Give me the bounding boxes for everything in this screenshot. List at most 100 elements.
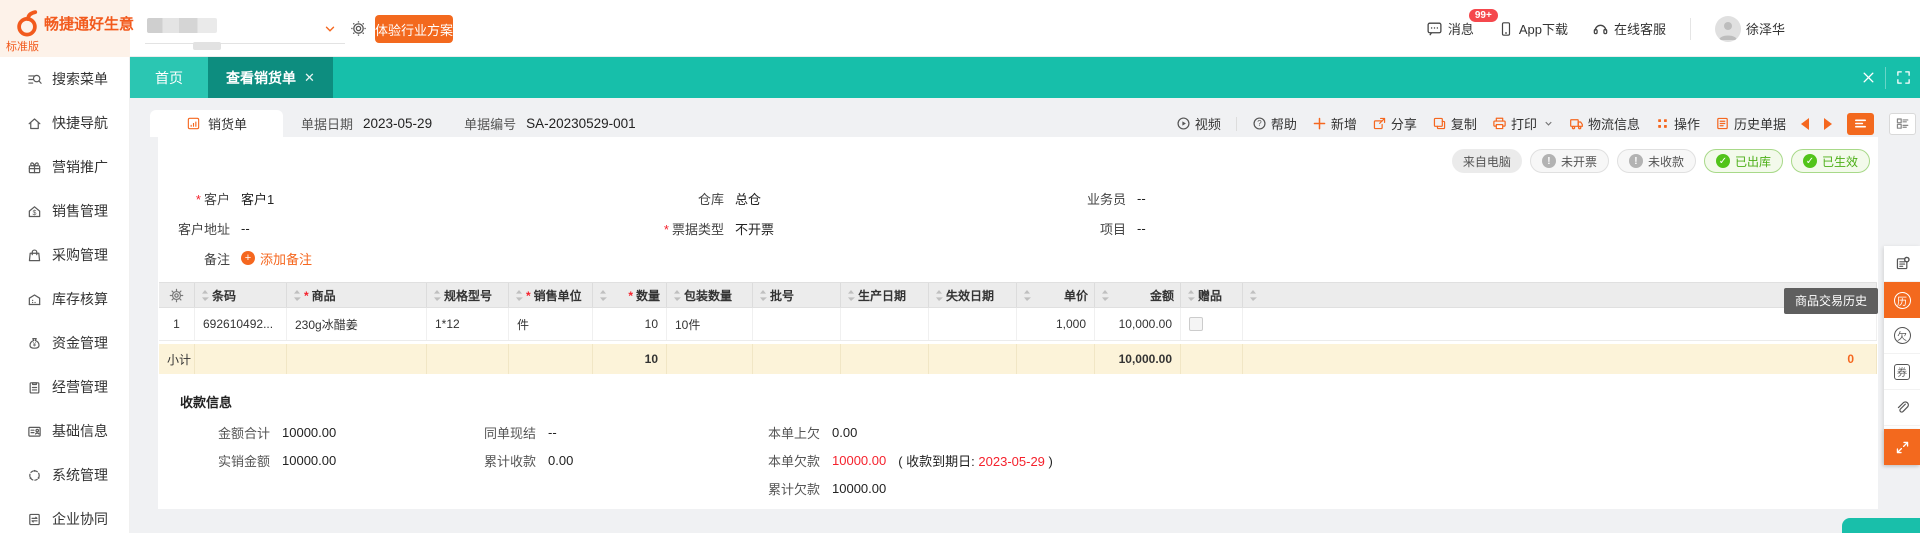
app-download-button[interactable]: App下载 — [1498, 19, 1568, 38]
next-record-arrow[interactable] — [1824, 117, 1832, 130]
prev-record-arrow[interactable] — [1801, 117, 1809, 130]
column-header-gift[interactable]: 赠品 — [1181, 283, 1243, 307]
column-header-qty[interactable]: * 数量 — [593, 283, 667, 307]
document-form: * 客户 客户1 仓库 总仓 业务员 -- 客户地址 -- * 票据类型 不开票 项… — [158, 187, 1878, 269]
toolbar-help-button[interactable]: ? 帮助 — [1252, 114, 1297, 133]
sidebar-item-funds[interactable]: ¥ 资金管理 — [0, 321, 129, 365]
system-icon — [27, 468, 42, 483]
chevron-down-icon[interactable] — [1543, 118, 1554, 129]
column-header-exp_date[interactable]: 失效日期 — [929, 283, 1017, 307]
toolbar-video-button[interactable]: 视频 — [1176, 114, 1221, 133]
toolbar-history-button[interactable]: 历史单据 — [1715, 114, 1786, 133]
received-total: 累计收款 0.00 — [483, 452, 574, 469]
cell-barcode: 692610492... — [203, 317, 274, 331]
subtotal-cell-price — [1017, 344, 1095, 374]
online-support-button[interactable]: 在线客服 — [1592, 19, 1666, 38]
column-header-spec[interactable]: 规格型号 — [427, 283, 509, 307]
right-toolbar-expand-button[interactable] — [1884, 429, 1920, 465]
tab-view-sales-order[interactable]: 查看销货单 ✕ — [208, 57, 333, 98]
document-type-tab[interactable]: 销货单 — [150, 110, 283, 137]
table-cell-unit: 件 — [509, 308, 593, 340]
subtotal-label: 小计 — [167, 352, 192, 367]
sidebar-item-marketing[interactable]: 营销推广 — [0, 145, 129, 189]
column-header-batch[interactable]: 批号 — [753, 283, 841, 307]
sidebar-item-quick-nav[interactable]: 快捷导航 — [0, 101, 129, 145]
cell-amount: 10,000.00 — [1118, 317, 1172, 331]
gift-checkbox[interactable] — [1189, 317, 1203, 331]
subtotal-cell-qty: 10 — [593, 344, 667, 374]
column-label: 规格型号 — [444, 288, 493, 303]
chevron-down-icon — [323, 22, 337, 36]
trial-industry-plan-button[interactable]: 体验行业方案 — [375, 15, 453, 43]
column-header-idx[interactable] — [159, 283, 195, 307]
fullscreen-icon[interactable] — [1886, 57, 1920, 98]
column-header-barcode[interactable]: 条码 — [195, 283, 287, 307]
project-value: -- — [1137, 220, 1146, 236]
toolbar-logistics-button[interactable]: 物流信息 — [1569, 114, 1640, 133]
share-icon — [1372, 116, 1387, 131]
customer-address-value: -- — [241, 220, 250, 236]
column-label: * 销售单位 — [526, 288, 582, 303]
toolbar-add-button[interactable]: 新增 — [1312, 114, 1357, 133]
moneybag-icon: ¥ — [27, 336, 42, 351]
right-toolbar-arrears-button[interactable]: 欠 — [1884, 318, 1920, 354]
tab-home[interactable]: 首页 — [130, 57, 208, 98]
main-content: 销货单 单据日期 2023-05-29 单据编号 SA-20230529-001… — [130, 98, 1920, 533]
column-header-filler[interactable] — [1243, 283, 1877, 307]
field-customer-address: 客户地址 -- — [158, 217, 640, 239]
toolbar-print-button[interactable]: 打印 — [1492, 114, 1554, 133]
toolbar-button-label: 操作 — [1673, 117, 1700, 132]
column-header-product[interactable]: * 商品 — [287, 283, 427, 307]
customer-label: * 客户 — [195, 191, 230, 207]
column-header-pack_qty[interactable]: 包装数量 — [667, 283, 753, 307]
column-label: 赠品 — [1198, 288, 1223, 303]
history-doc-icon — [1715, 116, 1730, 131]
logistics-icon — [1569, 116, 1584, 131]
add-remark-link[interactable]: + 添加备注 — [241, 249, 312, 268]
toolbar-actions-button[interactable]: 操作 — [1655, 114, 1700, 133]
cell-qty: 10 — [644, 317, 658, 331]
right-toolbar-attachment-button[interactable] — [1884, 390, 1920, 426]
chat-widget-fragment[interactable] — [1842, 518, 1920, 533]
toolbar-share-button[interactable]: 分享 — [1372, 114, 1417, 133]
grid-layout-toggle[interactable] — [1889, 112, 1916, 135]
subtotal-cell-barcode — [195, 344, 287, 374]
copy-icon — [1432, 116, 1447, 131]
status-badge-label: 来自电脑 — [1462, 154, 1511, 169]
user-menu[interactable]: 徐泽华 — [1714, 15, 1785, 42]
payment-info-title: 收款信息 — [180, 395, 233, 410]
gear-icon[interactable] — [350, 20, 367, 37]
sidebar-item-inventory[interactable]: 库存核算 — [0, 277, 129, 321]
column-header-prod_date[interactable]: 生产日期 — [841, 283, 929, 307]
right-toolbar-note-button[interactable] — [1884, 246, 1920, 282]
close-tab-icon[interactable]: ✕ — [304, 69, 315, 85]
company-selector[interactable] — [145, 14, 345, 50]
sidebar-item-basic-info[interactable]: 基础信息 — [0, 409, 129, 453]
list-layout-toggle[interactable] — [1847, 112, 1874, 135]
sidebar-item-label: 营销推广 — [52, 159, 108, 175]
sidebar-item-system[interactable]: 系统管理 — [0, 453, 129, 497]
sidebar-item-label: 库存核算 — [52, 291, 108, 307]
close-all-icon[interactable] — [1851, 57, 1885, 98]
online-support-label: 在线客服 — [1613, 22, 1666, 37]
doc-no-label: 单据编号 — [464, 117, 517, 132]
column-header-amount[interactable]: 金额 — [1095, 283, 1181, 307]
sidebar-item-sales[interactable]: $ 销售管理 — [0, 189, 129, 233]
column-label: 金额 — [1149, 288, 1174, 303]
messages-button[interactable]: 消息 99+ — [1426, 9, 1498, 38]
toolbar-copy-button[interactable]: 复制 — [1432, 114, 1477, 133]
column-header-price[interactable]: 单价 — [1017, 283, 1095, 307]
amount-total: 金额合计 10000.00 — [217, 424, 337, 441]
sidebar-item-collaboration[interactable]: 企业协同 — [0, 497, 129, 533]
sidebar-item-search-menu[interactable]: 搜索菜单 — [0, 57, 129, 101]
column-header-unit[interactable]: * 销售单位 — [509, 283, 593, 307]
subtotal-cell-idx: 小计 — [159, 344, 195, 374]
required-mark: * — [195, 191, 201, 207]
cell-idx: 1 — [173, 317, 180, 331]
right-toolbar-coupon-button[interactable]: 券 — [1884, 354, 1920, 390]
sidebar-item-purchase[interactable]: 采购管理 — [0, 233, 129, 277]
sidebar-item-operations[interactable]: 经营管理 — [0, 365, 129, 409]
actual-amount: 实销金额 10000.00 — [217, 452, 337, 469]
right-toolbar-product-history-button[interactable]: 历 — [1884, 282, 1920, 318]
status-badges-row: 来自电脑! 未开票! 未收款 ✓ 已出库 ✓ 已生效 — [158, 137, 1878, 173]
